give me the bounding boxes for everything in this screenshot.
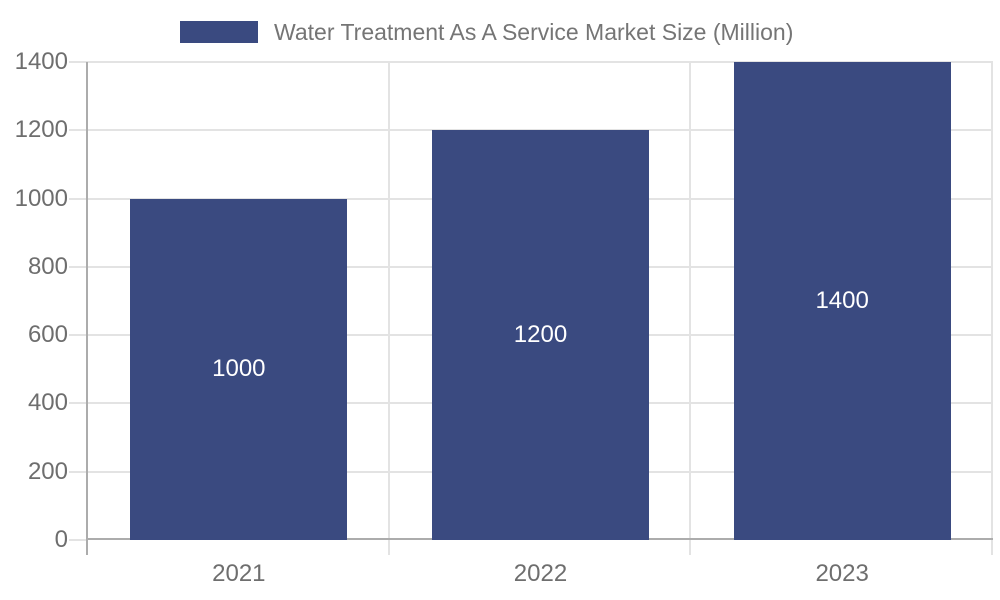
x-tick (991, 540, 993, 555)
y-tick-label: 600 (27, 321, 68, 349)
y-tick (69, 129, 88, 132)
bar-2021 (130, 198, 348, 540)
x-tick-label: 2022 (513, 560, 568, 587)
x-tick (689, 540, 692, 555)
y-tick-label: 1000 (14, 184, 68, 212)
y-tick-label: 0 (54, 526, 68, 553)
bar-2023 (733, 62, 951, 540)
h-gridline (88, 61, 993, 63)
y-tick (69, 402, 88, 405)
bar-value-label: 1400 (815, 287, 869, 314)
y-tick-label: 1400 (14, 48, 68, 75)
y-tick-label: 200 (27, 457, 68, 485)
x-tick (387, 540, 390, 555)
bar-2022 (432, 130, 649, 540)
x-tick-label: 2023 (815, 560, 869, 587)
y-tick (69, 61, 88, 63)
legend-swatch (180, 21, 258, 43)
bar-value-label: 1000 (212, 355, 266, 383)
y-axis-line (86, 62, 88, 555)
y-tick (69, 334, 88, 337)
y-tick-label: 400 (27, 389, 68, 417)
bar-value-label: 1200 (513, 321, 568, 349)
v-gridline (387, 62, 390, 540)
chart-legend[interactable]: Water Treatment As A Service Market Size… (180, 18, 794, 45)
x-tick-label: 2021 (212, 560, 266, 587)
y-tick (69, 265, 88, 268)
v-gridline (689, 62, 692, 540)
legend-label: Water Treatment As A Service Market Size… (274, 18, 794, 45)
y-tick-label: 1200 (14, 116, 68, 144)
y-tick (69, 470, 88, 473)
y-tick-label: 800 (27, 252, 68, 280)
y-tick (69, 197, 88, 200)
y-tick (69, 539, 88, 541)
plot-right-border (991, 62, 993, 540)
